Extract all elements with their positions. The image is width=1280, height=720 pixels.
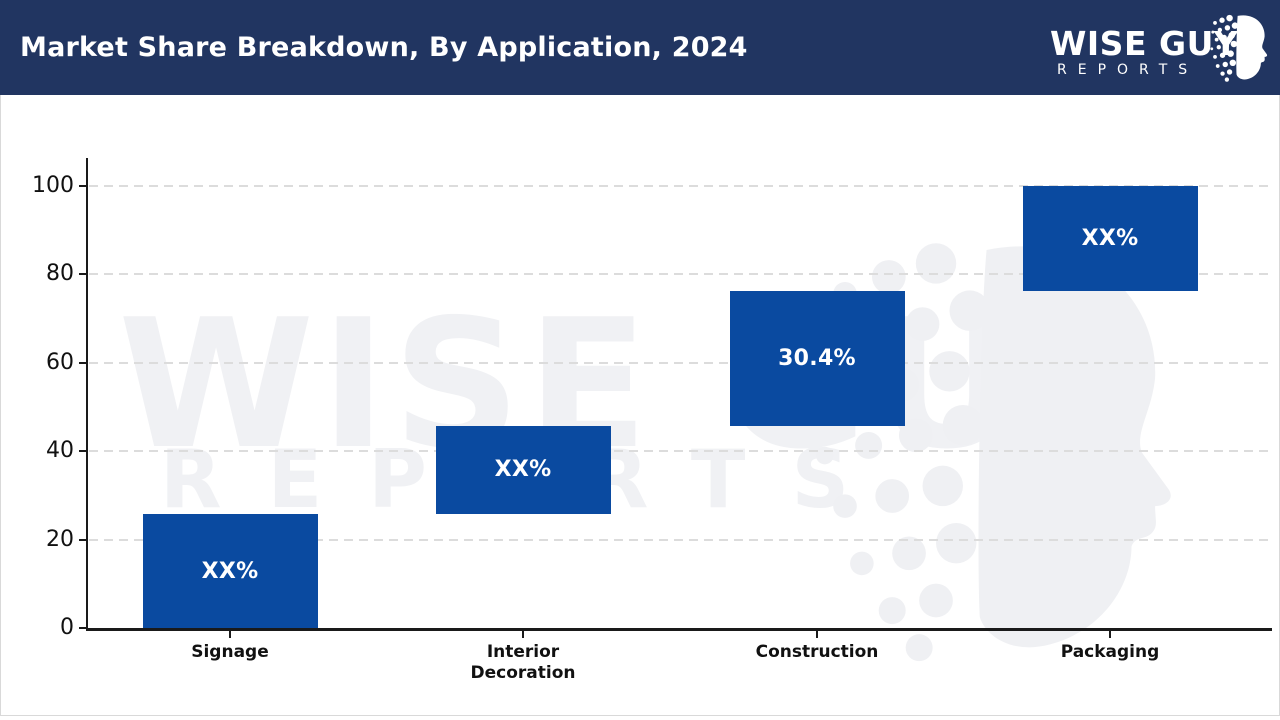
bar-interior-decoration: XX% (435, 425, 611, 515)
bar-value-label: XX% (494, 457, 552, 483)
bar-value-label: XX% (1081, 226, 1139, 252)
y-axis-line (86, 158, 88, 630)
page-title: Market Share Breakdown, By Application, … (20, 32, 748, 63)
x-category-label: Packaging (1060, 642, 1160, 662)
x-category-label: Interior Decoration (470, 642, 576, 683)
y-tick-label: 100 (32, 173, 74, 198)
brand-name: WISE GUY (1050, 24, 1239, 63)
bar-signage: XX% (142, 514, 318, 628)
bar-packaging: XX% (1022, 186, 1198, 292)
gridline (89, 185, 1272, 187)
face-dots-logo-icon (1210, 14, 1268, 82)
y-axis-tick (79, 627, 88, 629)
gridline (89, 361, 1272, 364)
bar-value-label: 30.4% (778, 345, 856, 371)
header-bar: Market Share Breakdown, By Application, … (0, 0, 1280, 95)
y-axis-tick (79, 273, 88, 276)
x-category-label: Construction (755, 642, 879, 662)
brand-subname: REPORTS (1057, 62, 1199, 78)
market-share-chart: WISE GU REPORTS 020406080100XX%SignageXX… (0, 95, 1280, 716)
gridline (89, 450, 1272, 453)
y-tick-label: 80 (46, 261, 74, 287)
bar-construction: 30.4% (729, 291, 905, 426)
x-axis-line (86, 628, 1272, 631)
y-tick-label: 20 (46, 526, 74, 552)
y-tick-label: 40 (46, 438, 74, 464)
brand-logo: WISE GUY REPORTS (1015, 4, 1270, 92)
y-axis-tick (79, 361, 88, 364)
x-category-label: Signage (191, 642, 269, 662)
x-axis-tick (522, 630, 524, 638)
y-tick-label: 0 (60, 615, 74, 640)
bar-value-label: XX% (201, 558, 259, 584)
y-axis-tick (79, 538, 88, 541)
x-axis-tick (816, 630, 818, 638)
y-axis-tick (79, 450, 88, 453)
y-axis-tick (79, 185, 88, 187)
gridline (89, 273, 1272, 276)
y-tick-label: 60 (46, 349, 74, 375)
x-axis-tick (229, 630, 231, 638)
x-axis-tick (1109, 630, 1111, 638)
gridline (89, 538, 1272, 541)
